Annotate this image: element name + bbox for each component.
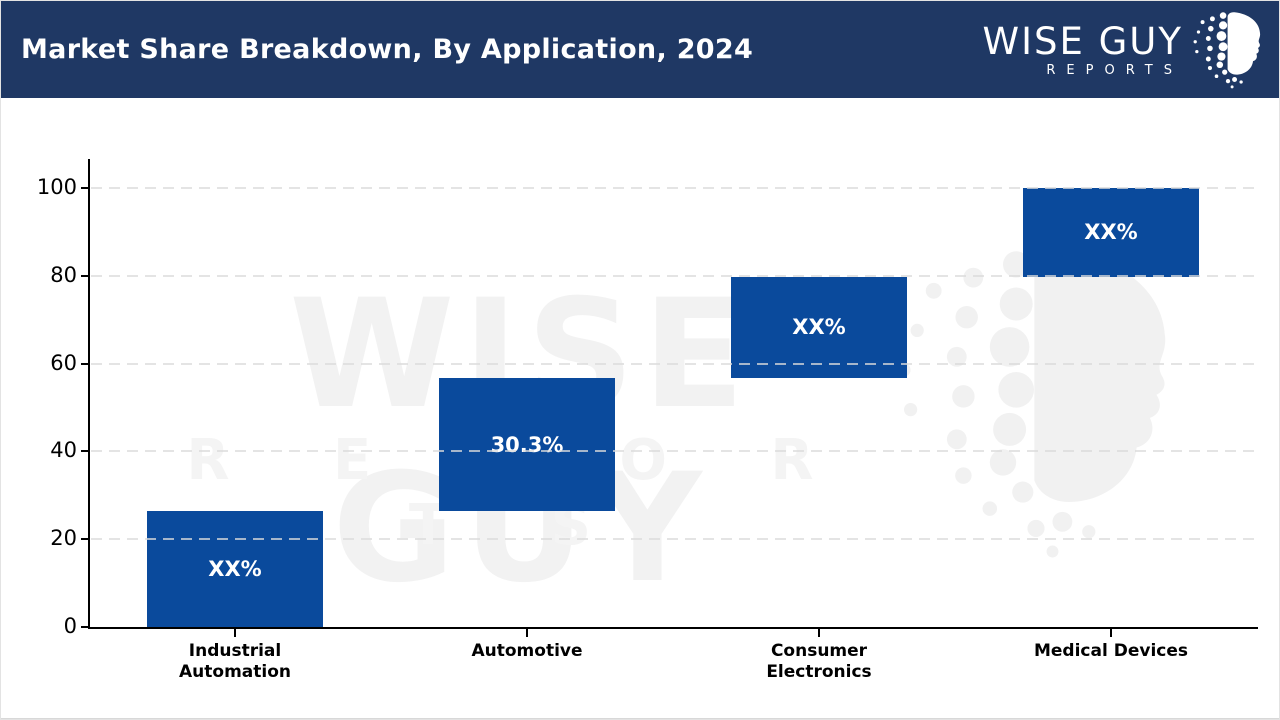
logo-subtitle: REPORTS [1046, 62, 1183, 78]
x-tick-mark [1110, 629, 1112, 637]
x-axis-category-label: Industrial Automation [179, 641, 291, 683]
gridline-100 [91, 187, 1255, 189]
bar-value-label: XX% [792, 315, 846, 340]
y-axis-line [88, 159, 90, 627]
bar-value-label: XX% [1084, 220, 1138, 245]
bar-segment: XX% [731, 277, 907, 378]
logo-text: WISE GUY REPORTS [983, 23, 1183, 77]
chart-area: WISE GUY R E P O R T S XX%30.3%XX%XX% 02… [1, 98, 1279, 718]
page-title: Market Share Breakdown, By Application, … [21, 34, 754, 65]
y-tick-mark-40 [81, 450, 88, 453]
x-axis-category-label: Consumer Electronics [766, 641, 872, 683]
header-bar: Market Share Breakdown, By Application, … [1, 1, 1279, 98]
bar-value-label: XX% [208, 557, 262, 582]
y-tick-mark-60 [81, 362, 88, 365]
bar-segment: 30.3% [439, 378, 615, 512]
bar-segment: XX% [147, 511, 323, 627]
y-tick-label-60: 60 [50, 350, 77, 375]
x-axis-category-label: Automotive [471, 641, 583, 661]
x-tick-mark [818, 629, 820, 637]
y-tick-label-40: 40 [50, 438, 77, 463]
y-tick-mark-80 [81, 274, 88, 277]
gridline-40 [91, 450, 1255, 453]
y-tick-label-100: 100 [36, 175, 77, 199]
y-tick-mark-100 [81, 187, 88, 189]
y-tick-mark-0 [81, 626, 88, 628]
bar-segment: XX% [1023, 188, 1199, 277]
wiseguy-logo: WISE GUY REPORTS [983, 1, 1271, 98]
bottom-border [1, 718, 1279, 719]
x-axis-category-label: Medical Devices [1033, 641, 1188, 661]
x-tick-mark [234, 629, 236, 637]
gridline-20 [91, 538, 1255, 541]
bar-value-label: 30.3% [490, 432, 564, 457]
logo-wordmark: WISE GUY [982, 19, 1183, 63]
x-axis-line [88, 627, 1258, 629]
y-tick-label-80: 80 [50, 262, 77, 287]
gridline-80 [91, 274, 1255, 277]
wiseguy-head-icon [1193, 11, 1261, 88]
y-tick-mark-20 [81, 538, 88, 541]
y-tick-label-0: 0 [63, 614, 77, 638]
y-tick-label-20: 20 [50, 526, 77, 551]
gridline-60 [91, 362, 1255, 365]
x-tick-mark [526, 629, 528, 637]
